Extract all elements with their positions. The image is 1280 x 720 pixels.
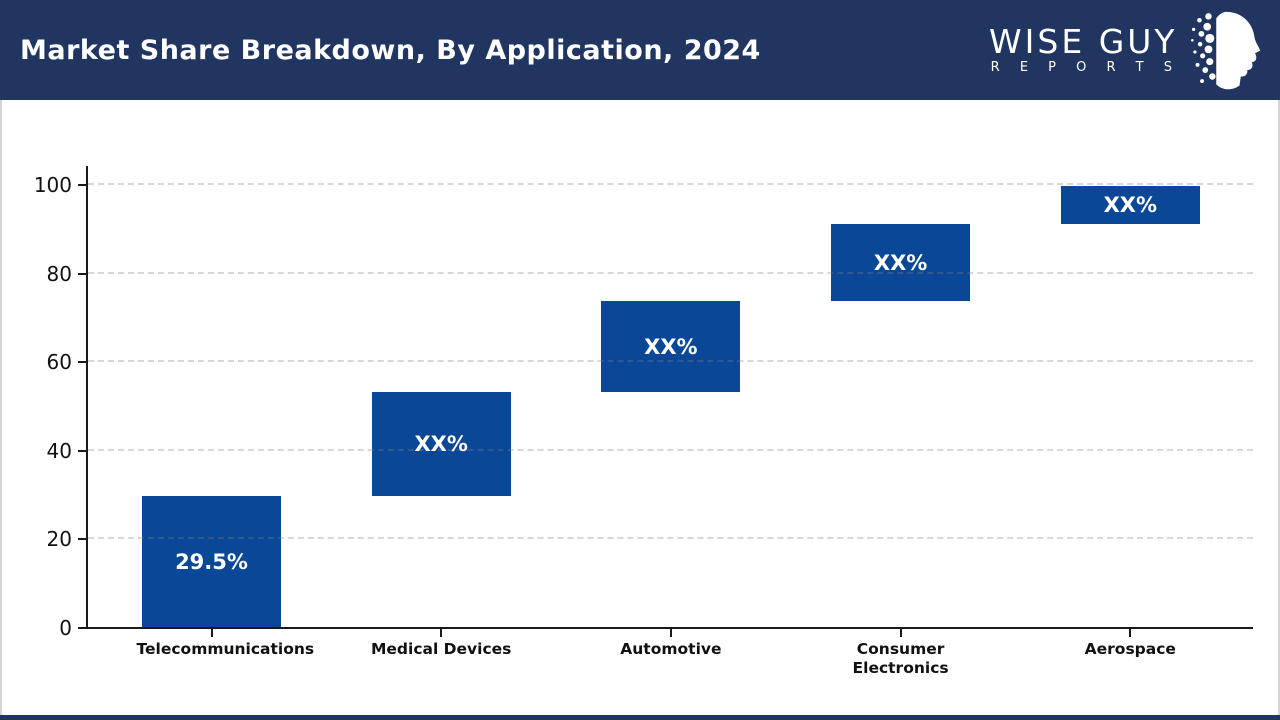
x-tick-label-consumer-electronics: Consumer Electronics (852, 640, 949, 678)
y-tick-80 (78, 272, 86, 275)
y-tick-40 (78, 449, 86, 452)
y-tick-label: 0 (59, 616, 72, 640)
gridline-20 (88, 537, 1253, 540)
x-axis-line (86, 627, 1253, 629)
y-axis-line (86, 166, 88, 629)
x-tick-label-telecommunications: Telecommunications (136, 640, 315, 658)
bar-value-label: XX% (644, 334, 698, 359)
bar-value-label: XX% (1103, 193, 1158, 218)
bar-value-label: XX% (873, 250, 928, 275)
footer-bar (0, 715, 1280, 720)
bar-telecommunications (142, 496, 281, 627)
y-tick-100 (78, 184, 86, 186)
x-tick-1 (210, 629, 213, 637)
logo-subtext: R E P O R T S (990, 60, 1180, 75)
y-tick-label: 20 (46, 527, 72, 552)
gridline-40 (88, 448, 1253, 451)
bar-value-label: XX% (414, 432, 468, 457)
logo-wordmark: WISE GUY (989, 22, 1178, 61)
y-tick-label: 100 (33, 173, 72, 197)
gridline-60 (88, 360, 1253, 363)
x-tick-3 (669, 629, 672, 637)
bar-medical-devices (371, 392, 511, 497)
y-tick-60 (78, 361, 86, 364)
x-tick-label-aerospace: Aerospace (1084, 640, 1176, 658)
gridline-100 (88, 183, 1253, 185)
x-tick-2 (440, 629, 443, 637)
wise-guy-reports-logo: WISE GUY R E P O R T S (987, 8, 1266, 92)
y-tick-20 (78, 538, 86, 541)
y-tick-label: 80 (46, 261, 72, 286)
y-tick-0 (78, 627, 86, 629)
x-tick-label-automotive: Automotive (620, 640, 722, 658)
y-tick-label: 60 (46, 350, 72, 375)
bar-value-label: 29.5% (175, 549, 248, 574)
page-title: Market Share Breakdown, By Application, … (20, 34, 761, 66)
bar-automotive (601, 301, 741, 393)
x-tick-4 (899, 629, 902, 637)
logo-face-icon (1191, 11, 1261, 90)
gridline-80 (88, 271, 1253, 274)
x-tick-5 (1129, 629, 1132, 637)
logo-text: WISE GUY R E P O R T S (987, 25, 1180, 75)
bar-aerospace (1060, 186, 1200, 224)
x-tick-label-medical-devices: Medical Devices (370, 640, 512, 658)
y-tick-label: 40 (46, 438, 72, 463)
header-bar: Market Share Breakdown, By Application, … (0, 0, 1280, 100)
